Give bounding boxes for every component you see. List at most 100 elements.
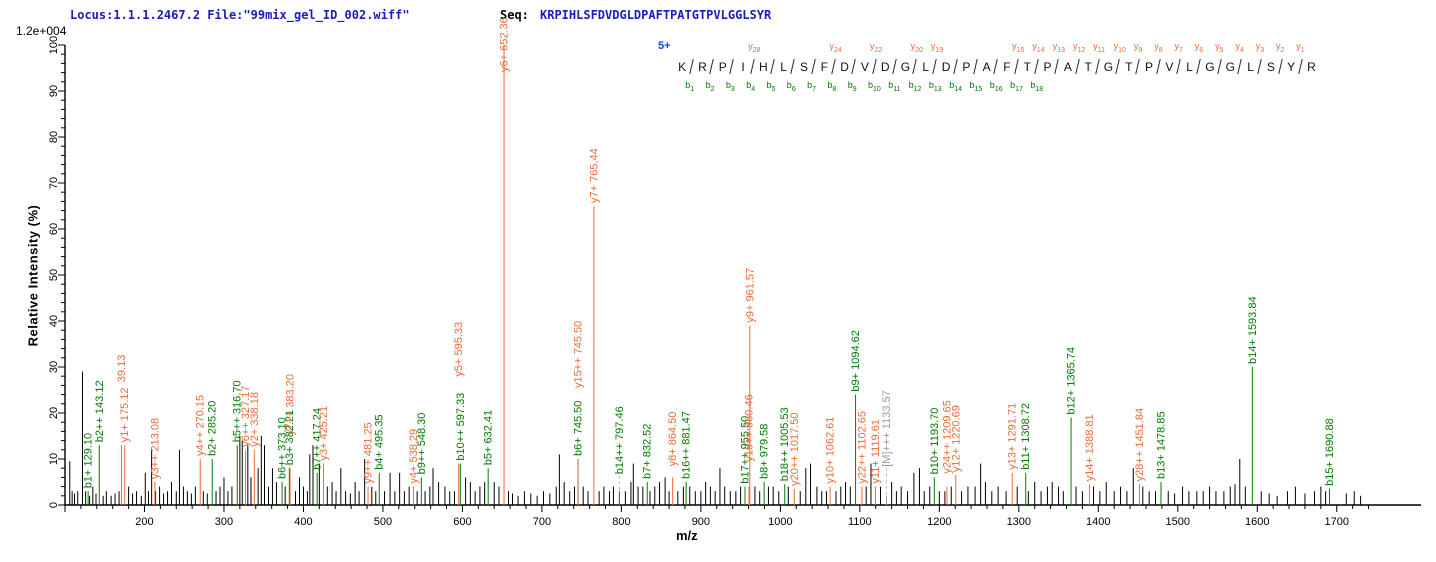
y-ion-marker: y12 (1073, 41, 1086, 54)
x-tick-label: 700 (533, 516, 551, 528)
y-ion-marker: y20 (910, 41, 923, 54)
peak-label: b12+ 1365.74 (1066, 347, 1078, 415)
peak-label: b10++ 597.33 (455, 393, 467, 461)
residue: D (941, 60, 951, 74)
y-ion-marker: y22 (870, 41, 883, 54)
locus-file-text: Locus:1.1.1.2467.2 File:"99mix_gel_ID_00… (70, 8, 410, 22)
y-tick-label: 0 (48, 502, 60, 508)
peak-label: y9+ 961.57 (744, 268, 756, 323)
peak-label: y2+ 338.18 (249, 392, 261, 447)
residue: R (1307, 60, 1316, 74)
x-tick-label: 1200 (927, 516, 951, 528)
y-ion-marker: y4 (1235, 41, 1244, 54)
residue: A (982, 60, 991, 74)
b-ion-marker: b10 (868, 80, 881, 93)
residue: L (1186, 60, 1193, 74)
peak-label: y3+ 425.21 (318, 406, 330, 461)
y-axis-ticks: 0 10 20 30 40 50 60 70 80 90 100 (48, 36, 65, 508)
y-ion-marker: y13 (1052, 41, 1065, 54)
x-tick-label: 400 (294, 516, 312, 528)
y-ion-marker: y2 (1276, 41, 1285, 54)
peak-label: b18++ 1005.53 (779, 407, 791, 481)
y-tick-label: 90 (48, 85, 60, 97)
x-tick-label: 1100 (848, 516, 872, 528)
peak-label: [M]+++ 1133.57 (881, 390, 893, 467)
y-ion-marker: y5 (1215, 41, 1224, 54)
residue: G (900, 60, 911, 74)
x-tick-label: 1300 (1007, 516, 1031, 528)
y-ion-marker: y3 (1255, 41, 1265, 54)
residue: G (1103, 60, 1114, 74)
b-ion-marker: b14 (949, 80, 962, 93)
x-tick-label: 1000 (768, 516, 792, 528)
residue: L (780, 60, 787, 74)
b-ion-marker: b1 (685, 80, 695, 93)
residue: T (1023, 60, 1031, 74)
x-tick-label: 600 (453, 516, 471, 528)
residue: H (759, 60, 768, 74)
residue: F (820, 60, 828, 74)
peak-label: b10+ 1193.70 (929, 408, 941, 475)
y-ion-marker: y24 (829, 41, 842, 54)
peak-label: y6++ 327.17 (240, 386, 252, 447)
y-ion-marker: y11 (1093, 41, 1106, 54)
peak-label: y1+ 175.12 (119, 387, 131, 442)
header-line: Locus:1.1.1.2467.2 File:"99mix_gel_ID_00… (0, 8, 1436, 26)
peak-label: y6+ 652.36 (499, 17, 511, 72)
peak-label: b8+ 979.58 (759, 424, 771, 479)
peak-label: b11+ 1308.72 (1020, 403, 1032, 470)
residue: I (741, 60, 745, 74)
residue: K (678, 60, 687, 74)
peak-label: y15++ 745.50 (573, 321, 585, 388)
precursor-charge-label: 5+ (658, 40, 671, 52)
peak-label: y8+ 864.50 (667, 412, 679, 467)
residue: P (1043, 60, 1052, 74)
peak-label: b16++ 881.47 (681, 411, 693, 479)
b-ion-marker: b12 (908, 80, 922, 93)
residue: D (840, 60, 849, 74)
y-ion-marker: y7 (1174, 41, 1183, 54)
y-ion-marker: y6 (1194, 41, 1204, 54)
residue: G (1205, 60, 1215, 74)
residue: R (698, 60, 707, 74)
b-ion-marker: b17 (1010, 80, 1023, 93)
residue: P (962, 60, 971, 74)
residue: G (1225, 60, 1235, 74)
peak-label: y22++ 1102.65 (856, 411, 868, 484)
peak-label: b7++ 417.24 (312, 408, 324, 470)
y-ion-marker: y8 (1154, 41, 1163, 54)
x-tick-label: 1500 (1166, 516, 1190, 528)
y-ion-marker: y1 (1296, 41, 1305, 54)
x-tick-label: 1400 (1086, 516, 1110, 528)
x-axis-ticks: 200 300 400 500 600 700 800 900 1000 1100 1200 1300… (64, 505, 1370, 528)
peak-label: y28++ 1451.84 (1134, 408, 1146, 481)
y-ion-marker: y14 (1032, 41, 1045, 54)
y-tick-label: 10 (48, 453, 60, 465)
residue: L (1247, 60, 1254, 74)
x-tick-label: 800 (612, 516, 630, 528)
x-tick-label: 300 (215, 516, 233, 528)
peak-label: b1+ 129.10 (83, 433, 95, 488)
y-tick-label: 80 (48, 131, 60, 143)
peak-label: b9+ 1094.62 (850, 330, 862, 391)
residue: S (799, 60, 808, 74)
residue: P (718, 60, 727, 74)
intensity-scale-note: 1.2e+004 (16, 24, 67, 38)
peak-label: y3++ 213.08 (149, 418, 161, 479)
peak-label: y7+ 765.44 (588, 148, 600, 203)
b-ion-marker: b2 (705, 80, 715, 93)
peak-label: y9++ 481.25 (363, 422, 375, 483)
residue: P (1145, 60, 1154, 74)
residue: L (922, 60, 930, 74)
b-ion-marker: b15 (969, 80, 983, 93)
y-tick-label: 50 (48, 269, 60, 281)
peak-label: b9++ 548.30 (416, 413, 428, 475)
residue: F (1003, 60, 1011, 74)
residue: V (1165, 60, 1174, 74)
b-ion-marker: b8 (827, 80, 837, 93)
x-tick-label: 1600 (1245, 516, 1269, 528)
residue: T (1084, 60, 1092, 74)
b-ion-marker: b3 (725, 80, 735, 93)
